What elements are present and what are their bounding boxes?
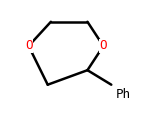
Text: Ph: Ph <box>116 88 131 101</box>
Text: O: O <box>100 39 107 53</box>
Text: O: O <box>25 39 32 53</box>
